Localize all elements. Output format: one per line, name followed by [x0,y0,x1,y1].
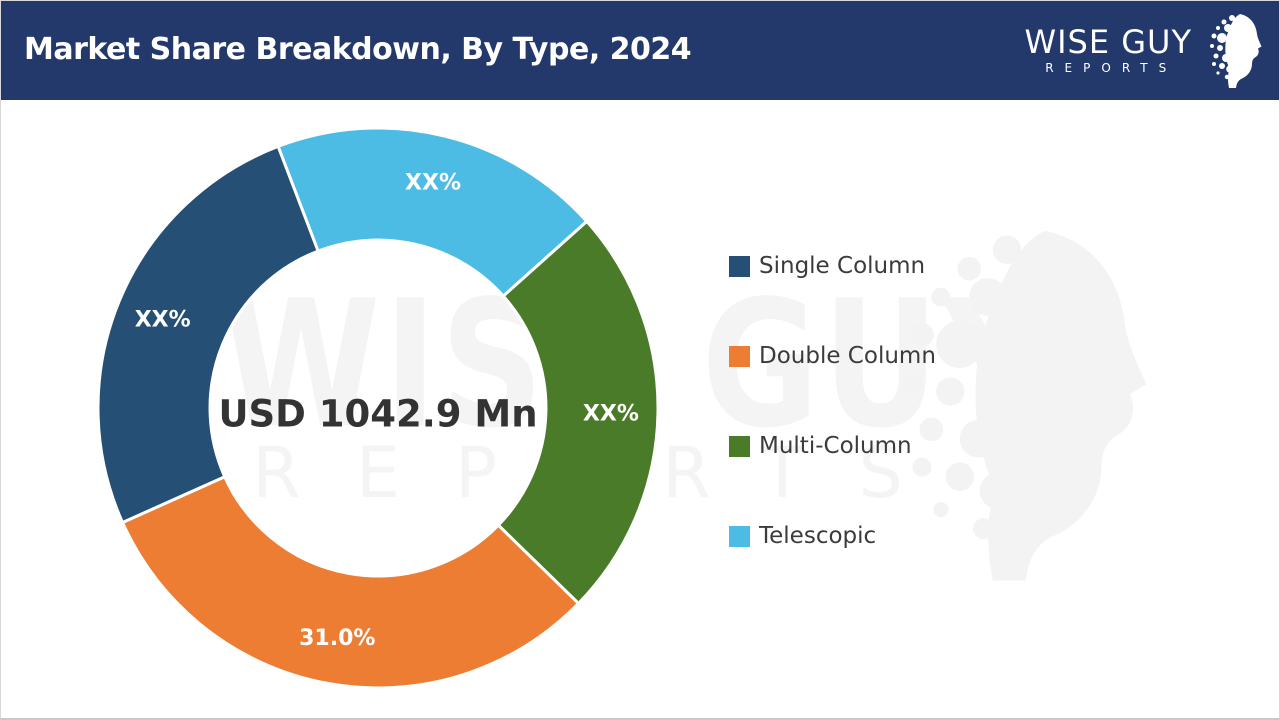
logo-text-block: WISE GUY REPORTS [1024,22,1192,76]
legend-label: Single Column [759,253,926,279]
logo-subtitle: REPORTS [1045,61,1178,76]
legend-label: Telescopic [759,523,877,549]
legend-label: Multi-Column [759,433,912,459]
segment-value-label: XX% [583,402,639,427]
legend-item-single-column: Single Column [729,253,936,279]
chart-title: Market Share Breakdown, By Type, 2024 [24,32,692,67]
legend-swatch [729,346,750,367]
segment-value-label: XX% [405,170,461,195]
header-bar: Market Share Breakdown, By Type, 2024 WI… [0,0,1280,100]
logo-head-icon [1210,14,1262,88]
legend-swatch [729,526,750,547]
donut-segment-telescopic [276,126,589,298]
legend-swatch [729,436,750,457]
chart-legend: Single Column Double Column Multi-Column… [729,253,936,616]
segment-value-label: XX% [135,308,191,333]
legend-item-double-column: Double Column [729,343,936,369]
legend-swatch [729,256,750,277]
donut-center-value: USD 1042.9 Mn [218,393,537,436]
logo-name: WISE GUY [1024,22,1192,61]
donut-chart: XX% XX% 31.0% XX% USD 1042.9 Mn [78,108,678,708]
wise-guy-logo: WISE GUY REPORTS [1024,10,1268,90]
donut-segment-double-column [121,475,580,690]
legend-label: Double Column [759,343,936,369]
donut-segment-multi-column [496,219,660,605]
legend-item-telescopic: Telescopic [729,523,936,549]
donut-segment-single-column [96,144,320,524]
segment-value-label: 31.0% [299,626,375,651]
legend-item-multi-column: Multi-Column [729,433,936,459]
